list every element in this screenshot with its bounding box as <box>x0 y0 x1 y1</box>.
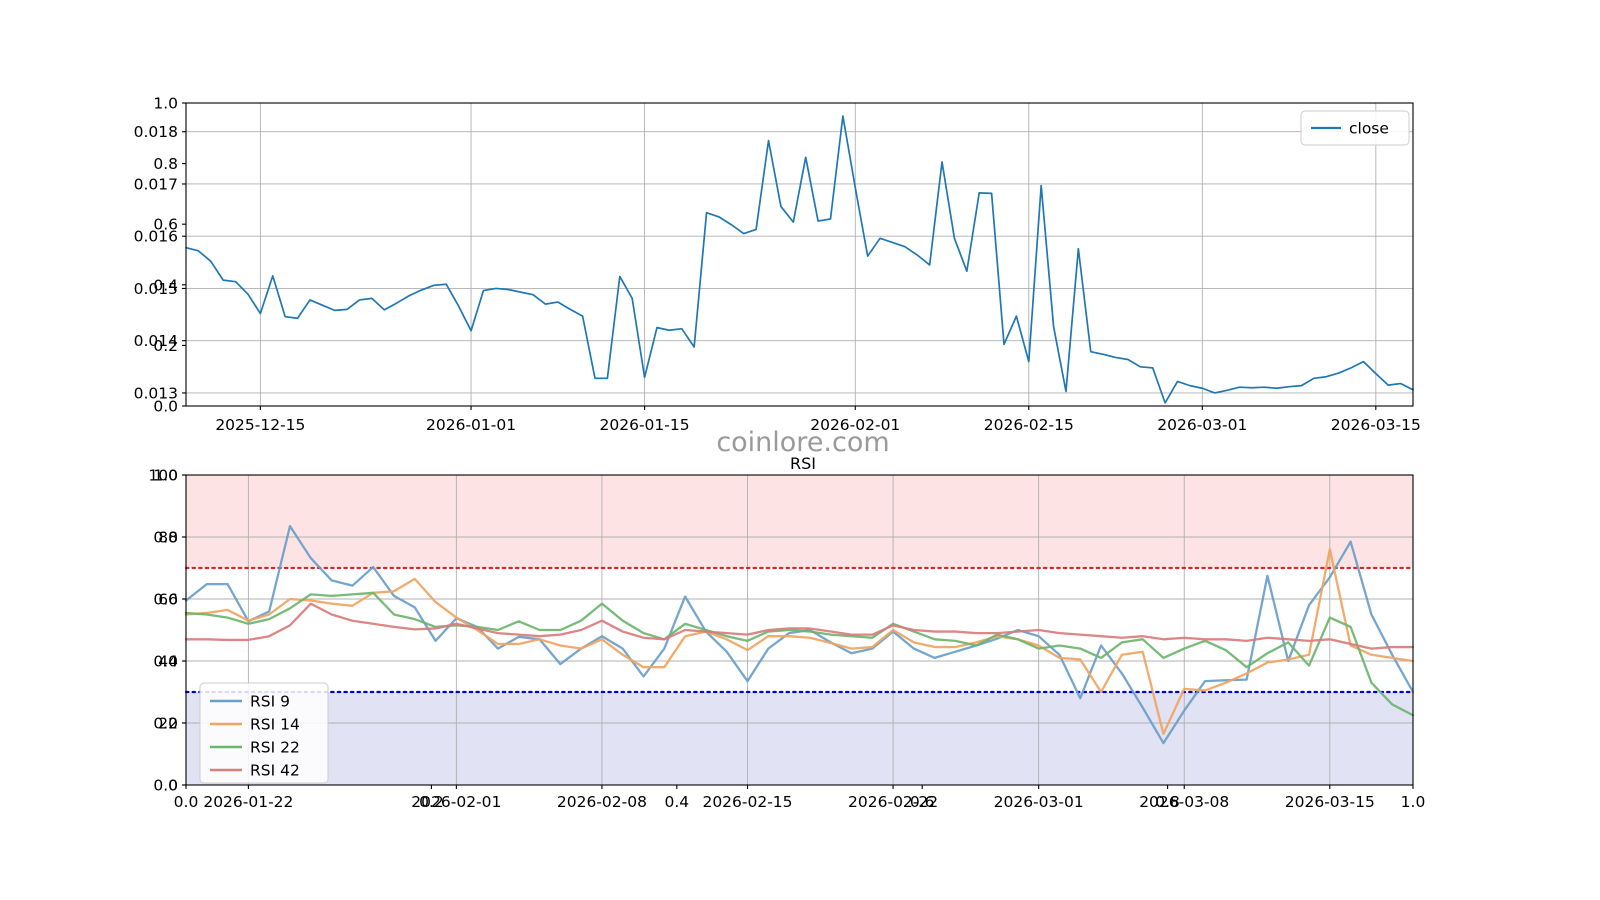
rsi-xtick-secondary-label: 0.4 <box>664 793 689 811</box>
rsi-xtick-secondary-label: 0.6 <box>910 793 935 811</box>
rsi-ytick-label: 40 <box>158 653 178 671</box>
price-ytick-label: 0.014 <box>134 332 178 350</box>
price-ytick-secondary-label: 0.4 <box>153 276 178 294</box>
rsi-axes-frame <box>185 474 1414 786</box>
price-xtick-label: 2026-01-01 <box>426 416 516 434</box>
rsi-xtick-label: 2026-02-01 <box>411 793 501 811</box>
rsi-xtick-label: 2026-03-15 <box>1285 793 1375 811</box>
rsi-legend-box <box>199 682 329 784</box>
rsi-ytick-secondary-label: 0.0 <box>153 777 178 795</box>
rsi-legend-label-rsi-22: RSI 22 <box>250 739 300 757</box>
rsi-ytick-label: 60 <box>158 591 178 609</box>
rsi-xtick-secondary-label: 0.2 <box>419 793 444 811</box>
price-xtick-label: 2026-02-01 <box>810 416 900 434</box>
price-ytick-secondary-label: 1.0 <box>153 95 178 113</box>
rsi-xtick-label: 2026-02-22 <box>848 793 938 811</box>
rsi-oversold-band <box>186 692 1413 785</box>
price-xtick-label: 2026-02-15 <box>984 416 1074 434</box>
price-ytick-secondary-label: 0.0 <box>153 398 178 416</box>
price-ytick-secondary-label: 0.6 <box>153 216 178 234</box>
rsi-xtick-secondary-label: 0.0 <box>174 793 199 811</box>
rsi-ytick-secondary-label: 0.4 <box>153 653 178 671</box>
price-ytick-label: 0.018 <box>134 123 178 141</box>
price-legend-box <box>1300 110 1410 146</box>
rsi-ytick-label: 0 <box>168 777 178 795</box>
rsi-ytick-secondary-label: 0.2 <box>153 715 178 733</box>
price-close-line <box>185 115 1414 404</box>
rsi-panel-title: RSI <box>790 454 816 473</box>
rsi-xtick-secondary-label: 1.0 <box>1401 793 1426 811</box>
watermark: coinlore.com <box>716 427 889 458</box>
price-xtick-label: 2026-01-15 <box>600 416 690 434</box>
price-xtick-label: 2026-03-01 <box>1157 416 1247 434</box>
price-ytick-secondary-label: 0.8 <box>153 155 178 173</box>
price-xtick-label: 2026-03-15 <box>1331 416 1421 434</box>
rsi-ytick-label: 80 <box>158 529 178 547</box>
rsi-series-line-rsi-42 <box>184 602 1415 650</box>
rsi-ytick-label: 100 <box>148 467 178 485</box>
rsi-ytick-secondary-label: 0.8 <box>153 529 178 547</box>
price-xtick-label: 2025-12-15 <box>215 416 305 434</box>
price-ytick-label: 0.016 <box>134 228 178 246</box>
rsi-overbought-band <box>186 475 1413 568</box>
rsi-xtick-label: 2026-02-15 <box>702 793 792 811</box>
price-ytick-label: 0.017 <box>134 175 178 193</box>
price-legend-label: close <box>1349 120 1389 138</box>
rsi-xtick-label: 2026-03-08 <box>1139 793 1229 811</box>
rsi-xtick-secondary-label: 0.8 <box>1155 793 1180 811</box>
rsi-series-line-rsi-22 <box>184 591 1415 717</box>
rsi-xtick-label: 2026-01-22 <box>203 793 293 811</box>
rsi-legend-label-rsi-42: RSI 42 <box>250 762 300 780</box>
rsi-ytick-secondary-label: 0.6 <box>153 591 178 609</box>
rsi-legend-label-rsi-9: RSI 9 <box>250 693 290 711</box>
price-ytick-secondary-label: 0.2 <box>153 337 178 355</box>
price-ytick-label: 0.015 <box>134 280 178 298</box>
rsi-xtick-label: 2026-03-01 <box>994 793 1084 811</box>
rsi-ytick-secondary-label: 1.0 <box>153 467 178 485</box>
rsi-ytick-label: 20 <box>158 715 178 733</box>
price-ytick-label: 0.013 <box>134 384 178 402</box>
price-axes-frame <box>185 102 1414 407</box>
rsi-xtick-label: 2026-02-08 <box>557 793 647 811</box>
rsi-series-line-rsi-14 <box>184 548 1415 735</box>
rsi-legend-label-rsi-14: RSI 14 <box>250 716 300 734</box>
